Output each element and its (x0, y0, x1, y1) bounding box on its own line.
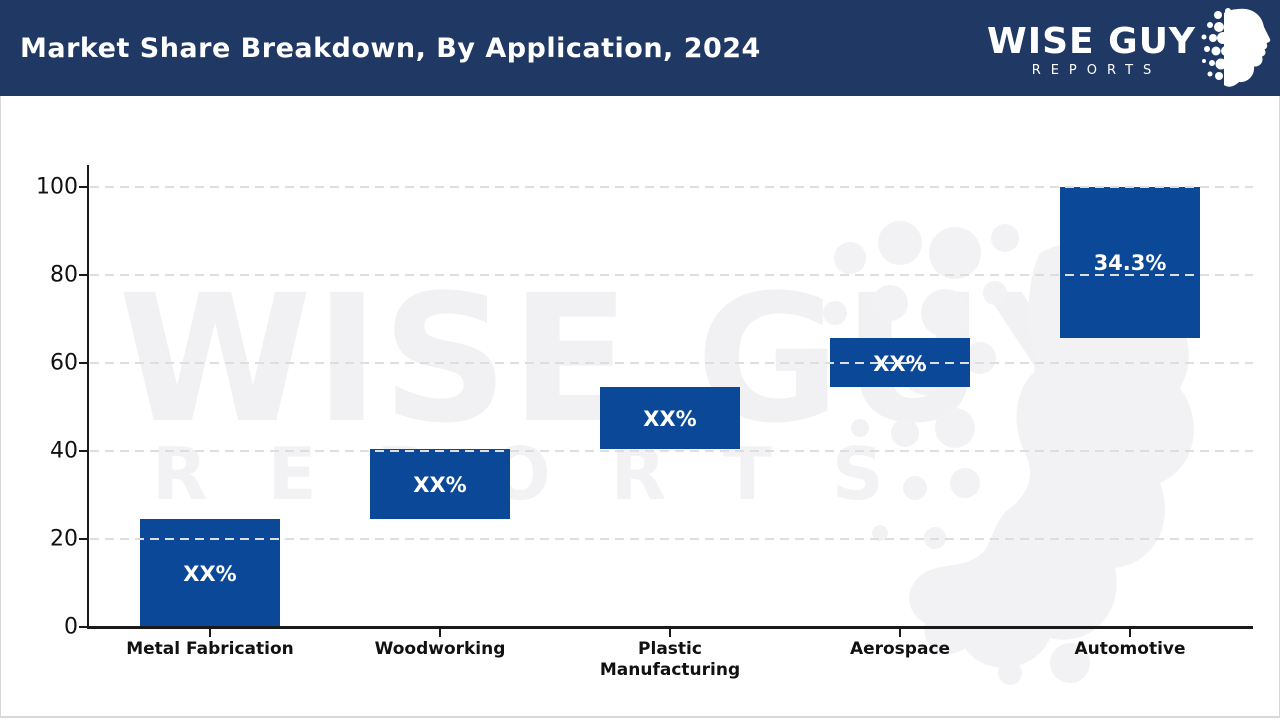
logo-face-icon (1201, 8, 1271, 87)
bar-value-label: XX% (413, 472, 467, 497)
header-bar: Market Share Breakdown, By Application, … (0, 0, 1280, 96)
y-tick-mark-100 (79, 186, 87, 188)
y-tick-label: 0 (64, 614, 78, 640)
bar-value-label: XX% (183, 561, 237, 586)
gridline-20 (90, 538, 1253, 540)
x-axis-spine (87, 626, 1253, 629)
y-axis-spine (87, 165, 89, 627)
wise-guy-logo: WISE GUY REPORTS (987, 4, 1272, 92)
gridline-40 (90, 450, 1253, 452)
page-title: Market Share Breakdown, By Application, … (20, 32, 761, 64)
y-tick-mark-40 (79, 450, 87, 452)
gridline-60 (90, 362, 1253, 364)
y-tick-label: 40 (50, 438, 78, 464)
bar-value-label: 34.3% (1093, 251, 1167, 276)
x-tick-label: Metal Fabrication (126, 639, 294, 659)
logo-wordmark: WISE GUY (986, 20, 1196, 62)
bar-automotive (1060, 187, 1200, 338)
logo-subtitle: REPORTS (1031, 62, 1162, 78)
y-tick-mark-20 (79, 538, 87, 540)
logo-text: WISE GUY REPORTS (986, 20, 1196, 78)
bar-woodworking (370, 448, 510, 519)
bottom-edge-line (0, 716, 1280, 718)
x-tick-label: Automotive (1074, 639, 1186, 659)
x-tick-label: Woodworking (374, 639, 506, 659)
x-tick-mark (669, 628, 671, 637)
y-tick-label: 100 (36, 174, 78, 200)
left-edge-line (0, 96, 1, 718)
y-tick-label: 80 (50, 262, 78, 288)
x-tick-mark (209, 628, 211, 637)
bar-plastic-manufacturing (600, 387, 740, 449)
watermark-face-icon (823, 221, 1194, 685)
bar-metal-fabrication (140, 518, 280, 627)
y-tick-mark-80 (79, 274, 87, 276)
y-tick-label: 60 (50, 350, 78, 376)
y-tick-mark-0 (79, 626, 87, 628)
x-tick-mark (439, 628, 441, 637)
bar-value-label: XX% (643, 407, 697, 431)
y-tick-label: 20 (50, 526, 78, 552)
x-tick-mark (1129, 628, 1131, 637)
x-tick-label: Plastic Manufacturing (599, 639, 741, 680)
bar-value-label: XX% (873, 351, 927, 376)
gridline-80 (90, 274, 1253, 276)
gridline-100 (90, 186, 1253, 188)
y-tick-mark-60 (79, 362, 87, 364)
x-tick-label: Aerospace (849, 639, 951, 659)
x-tick-mark (899, 628, 901, 637)
